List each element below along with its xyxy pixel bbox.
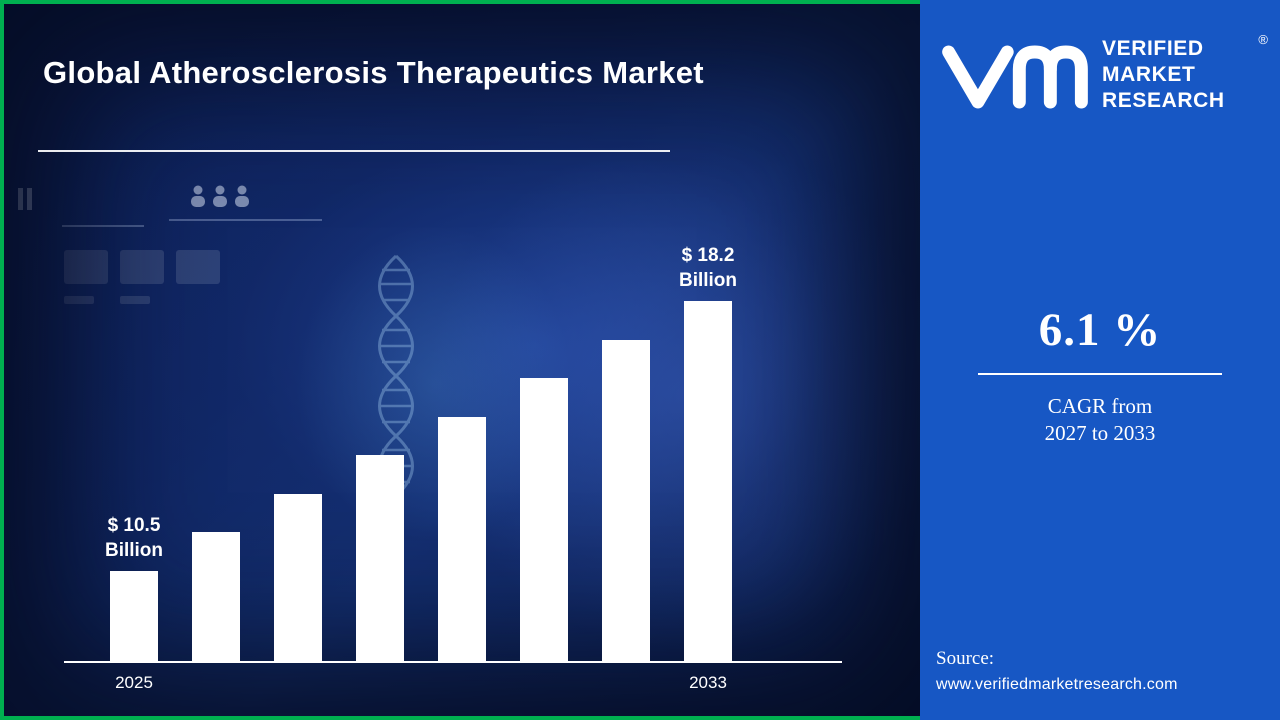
x-axis-line [64,661,842,663]
bar-group-6 [520,378,568,661]
bar-group-2 [192,532,240,661]
cagr-divider [978,373,1222,375]
registered-trademark-icon: ® [1258,32,1268,47]
bar-group-1: $ 10.5 Billion 2025 [105,515,163,692]
bar [684,301,732,661]
brand-name-line: MARKET [1102,63,1196,86]
cagr-caption-line1: CAGR from [1047,394,1153,418]
bar-chart: $ 10.5 Billion 2025 $ 18.2 Billion 2033 [4,4,920,716]
cagr-caption-line2: 2027 to 2033 [1044,421,1156,445]
bar-value-label: $ 18.2 Billion [678,245,738,291]
chart-section: Global Atherosclerosis Therapeutics Mark… [0,0,944,720]
source-block: Source: www.verifiedmarketresearch.com [936,648,1178,694]
bar [356,455,404,661]
page-title: Global Atherosclerosis Therapeutics Mark… [43,55,704,90]
bar-value-label: $ 10.5 Billion [104,515,164,561]
bar-group-3 [274,494,322,661]
brand-panel: VERIFIED MARKET RESEARCH ® 6.1 % CAGR fr… [920,0,1280,720]
x-tick-label: 2025 [115,673,153,692]
source-url-link[interactable]: www.verifiedmarketresearch.com [936,676,1178,693]
bar [602,340,650,661]
cagr-value: 6.1 % [1038,304,1162,356]
bar [520,378,568,661]
brand-header: VERIFIED MARKET RESEARCH [940,34,1266,118]
brand-name-line: VERIFIED [1102,37,1204,60]
bar-group-7 [602,340,650,661]
x-tick-label: 2033 [689,673,727,692]
cagr-block: 6.1 % CAGR from 2027 to 2033 [920,303,1280,447]
bar-group-4 [356,455,404,661]
cagr-caption: CAGR from 2027 to 2033 [920,393,1280,447]
title-underline [38,150,670,152]
bar [192,532,240,661]
bars-container: $ 10.5 Billion 2025 $ 18.2 Billion 2033 [105,245,737,692]
brand-name: VERIFIED MARKET RESEARCH [1102,36,1225,114]
brand-name-line: RESEARCH [1102,89,1225,112]
source-label: Source: [936,648,995,669]
bar-group-8: $ 18.2 Billion 2033 [679,245,737,692]
bar [274,494,322,661]
bar [110,571,158,661]
bar-group-5 [438,417,486,661]
vmr-logo-icon [942,45,1088,109]
bar [438,417,486,661]
